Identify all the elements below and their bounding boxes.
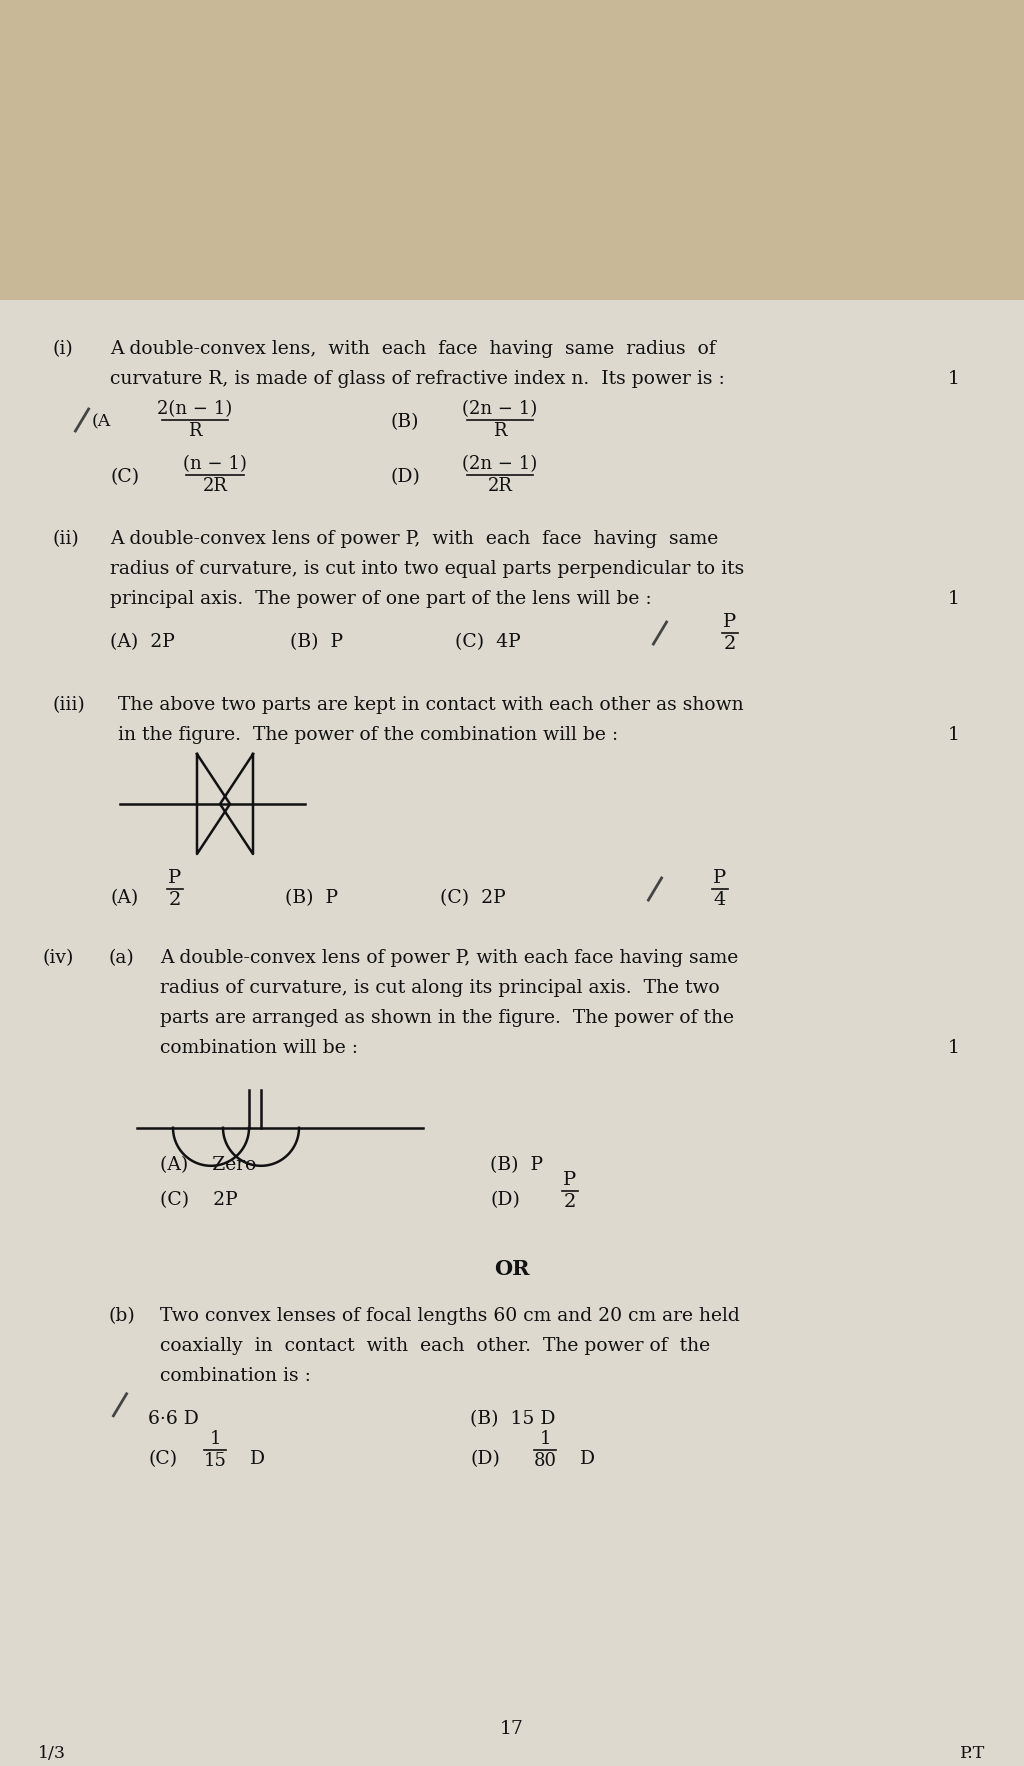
Text: 2: 2 — [169, 892, 181, 909]
Text: (A)  2P: (A) 2P — [110, 632, 175, 652]
Text: R: R — [188, 422, 202, 440]
Text: (a): (a) — [108, 948, 134, 968]
Text: (D): (D) — [390, 468, 420, 486]
Text: (C)    2P: (C) 2P — [160, 1190, 238, 1208]
Text: 1: 1 — [540, 1430, 551, 1448]
Text: (D): (D) — [490, 1190, 520, 1208]
Text: (C)  4P: (C) 4P — [455, 632, 520, 652]
Text: OR: OR — [495, 1259, 529, 1279]
Text: 15: 15 — [204, 1452, 226, 1469]
Text: R: R — [494, 422, 507, 440]
Text: coaxially  in  contact  with  each  other.  The power of  the: coaxially in contact with each other. Th… — [160, 1337, 710, 1355]
Text: curvature R, is made of glass of refractive index n.  Its power is :: curvature R, is made of glass of refract… — [110, 371, 725, 389]
Text: Two convex lenses of focal lengths 60 cm and 20 cm are held: Two convex lenses of focal lengths 60 cm… — [160, 1307, 739, 1324]
Bar — [0, 300, 1024, 1766]
Text: 1: 1 — [948, 371, 961, 389]
Text: (B)  P: (B) P — [285, 888, 338, 908]
Text: (2n − 1): (2n − 1) — [463, 456, 538, 473]
Text: 4: 4 — [714, 892, 726, 909]
Text: A double-convex lens of power P,  with  each  face  having  same: A double-convex lens of power P, with ea… — [110, 530, 718, 547]
Text: D: D — [580, 1450, 595, 1468]
Text: principal axis.  The power of one part of the lens will be :: principal axis. The power of one part of… — [110, 590, 651, 608]
Text: (B)  P: (B) P — [290, 632, 343, 652]
Text: P: P — [714, 869, 727, 887]
Text: 1: 1 — [209, 1430, 221, 1448]
Text: P: P — [563, 1171, 577, 1189]
Text: P.T: P.T — [959, 1745, 985, 1762]
Text: (i): (i) — [52, 341, 73, 358]
Text: A double-convex lens of power P, with each face having same: A double-convex lens of power P, with ea… — [160, 948, 738, 968]
Text: (C): (C) — [148, 1450, 177, 1468]
Text: (A)    Zero: (A) Zero — [160, 1155, 256, 1174]
Text: A double-convex lens,  with  each  face  having  same  radius  of: A double-convex lens, with each face hav… — [110, 341, 716, 358]
Text: 1: 1 — [948, 1038, 961, 1058]
Text: 2: 2 — [564, 1192, 577, 1211]
Text: (iv): (iv) — [42, 948, 74, 968]
Text: 17: 17 — [500, 1720, 524, 1738]
Text: (C)  2P: (C) 2P — [440, 888, 506, 908]
Text: (B)  P: (B) P — [490, 1155, 543, 1174]
Text: (A): (A) — [110, 888, 138, 908]
Text: 2R: 2R — [203, 477, 227, 494]
Text: (ii): (ii) — [52, 530, 79, 547]
Text: P: P — [723, 613, 736, 630]
Text: P: P — [168, 869, 181, 887]
Text: (B): (B) — [390, 413, 419, 431]
Text: (C): (C) — [110, 468, 139, 486]
Text: radius of curvature, is cut into two equal parts perpendicular to its: radius of curvature, is cut into two equ… — [110, 560, 744, 577]
Text: radius of curvature, is cut along its principal axis.  The two: radius of curvature, is cut along its pr… — [160, 978, 720, 998]
Text: combination will be :: combination will be : — [160, 1038, 358, 1058]
Text: 80: 80 — [534, 1452, 556, 1469]
Text: combination is :: combination is : — [160, 1367, 311, 1385]
Text: 6·6 D: 6·6 D — [148, 1409, 199, 1427]
Text: parts are arranged as shown in the figure.  The power of the: parts are arranged as shown in the figur… — [160, 1008, 734, 1028]
Text: (A: (A — [92, 413, 112, 431]
Text: 2(n − 1): 2(n − 1) — [158, 401, 232, 419]
Text: (b): (b) — [108, 1307, 135, 1324]
Text: 2: 2 — [724, 636, 736, 653]
Text: (B)  15 D: (B) 15 D — [470, 1409, 555, 1427]
Text: (2n − 1): (2n − 1) — [463, 401, 538, 419]
Text: (iii): (iii) — [52, 696, 85, 713]
Text: D: D — [250, 1450, 265, 1468]
Text: in the figure.  The power of the combination will be :: in the figure. The power of the combinat… — [118, 726, 618, 743]
Text: 1: 1 — [948, 726, 961, 743]
Text: (n − 1): (n − 1) — [183, 456, 247, 473]
Text: The above two parts are kept in contact with each other as shown: The above two parts are kept in contact … — [118, 696, 743, 713]
Text: 2R: 2R — [487, 477, 512, 494]
Text: (D): (D) — [470, 1450, 500, 1468]
Text: 1/3: 1/3 — [38, 1745, 66, 1762]
Text: 1: 1 — [948, 590, 961, 608]
